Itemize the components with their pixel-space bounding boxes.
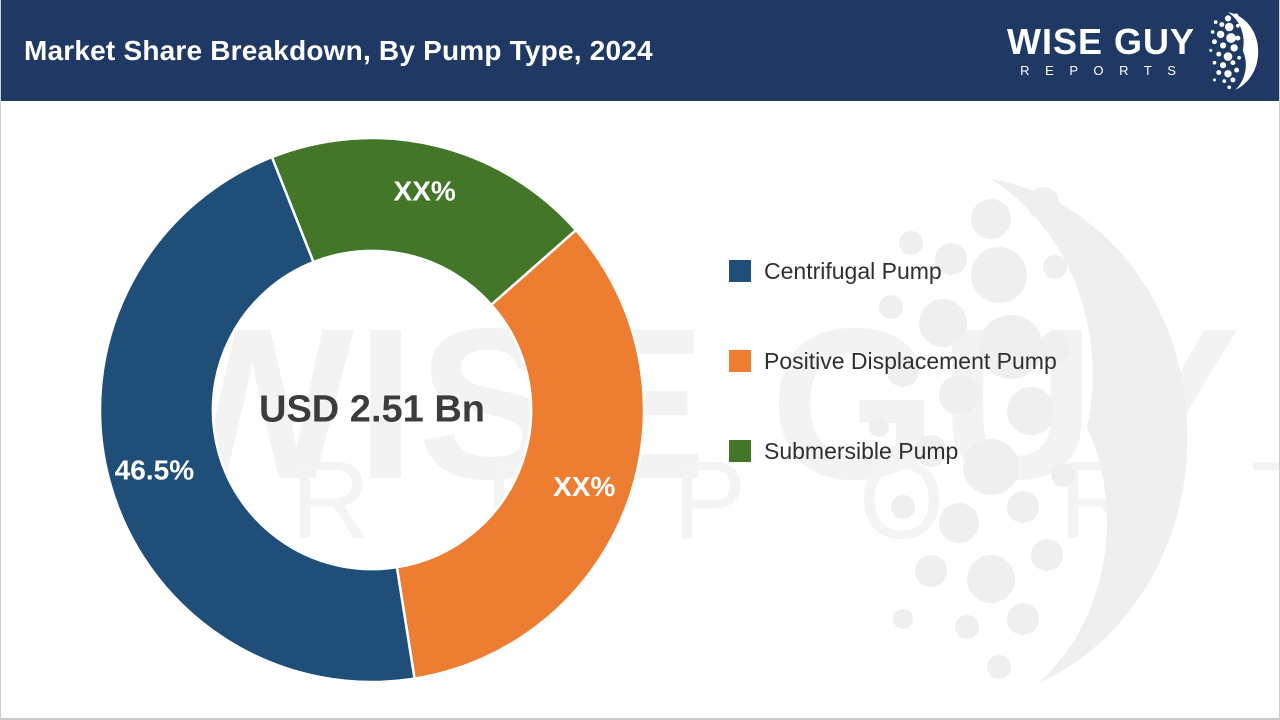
legend: Centrifugal Pump Positive Displacement P… [729, 254, 1057, 524]
segment-label: 46.5% [115, 454, 194, 485]
legend-item-centrifugal-pump: Centrifugal Pump [729, 254, 1057, 288]
donut-center-label: USD 2.51 Bn [259, 388, 485, 431]
legend-label: Positive Displacement Pump [764, 347, 1057, 374]
legend-label: Centrifugal Pump [764, 257, 942, 284]
face-profile-icon [1209, 11, 1259, 90]
brand-logo-text: WISE GUY R E P O R T S [1006, 21, 1195, 78]
legend-label: Submersible Pump [764, 437, 959, 464]
header: Market Share Breakdown, By Pump Type, 20… [1, 0, 1279, 101]
legend-swatch [729, 440, 751, 462]
logo-subtext: R E P O R T S [1020, 63, 1182, 78]
brand-logo: WISE GUY R E P O R T S [1007, 11, 1259, 91]
logo-wordmark: WISE GUY [1006, 21, 1195, 62]
chart-area: WISE GUY R E P O R T S XX%XX%46.5% USD 2… [1, 101, 1279, 718]
legend-item-positive-displacement-pump: Positive Displacement Pump [729, 344, 1057, 378]
donut-segment-positive-displacement-pump [395, 228, 646, 680]
donut-segment-centrifugal-pump [98, 155, 416, 684]
legend-swatch [729, 350, 751, 372]
legend-item-submersible-pump: Submersible Pump [729, 434, 1057, 468]
segment-label: XX% [394, 175, 456, 206]
segment-label: XX% [553, 471, 615, 502]
donut-segment-submersible-pump [270, 136, 578, 307]
legend-swatch [729, 260, 751, 282]
page-title: Market Share Breakdown, By Pump Type, 20… [24, 34, 653, 66]
donut-chart: XX% XX% 46.5% [98, 136, 646, 684]
